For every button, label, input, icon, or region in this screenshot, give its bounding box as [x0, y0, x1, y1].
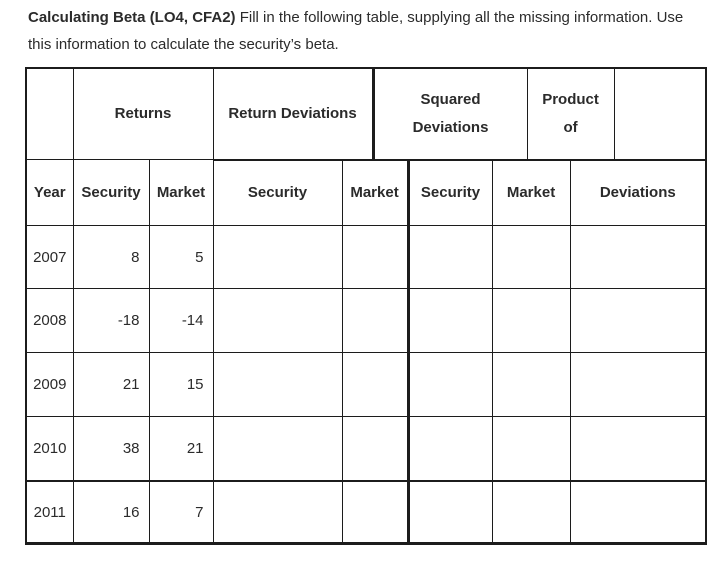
- cell-security-return-deviation: [212, 352, 343, 418]
- cell-market-return: 7: [148, 480, 214, 545]
- col-header-security-returns: Security: [72, 159, 150, 226]
- col-header-market-return-deviations: Market: [341, 159, 409, 226]
- cell-market-return-deviation: [341, 224, 409, 290]
- cell-security-squared-deviation: [406, 224, 493, 290]
- column-header-row: Year Security Market Security Market Sec…: [25, 159, 707, 226]
- cell-security-return-deviation: [212, 288, 343, 354]
- cell-security-return: 16: [72, 480, 150, 545]
- cell-security-squared-deviation: [406, 288, 493, 354]
- cell-security-return: -18: [72, 288, 150, 354]
- cell-year: 2011: [25, 480, 74, 545]
- cell-year: 2007: [25, 224, 74, 290]
- table-row-2009: 2009 21 15: [25, 352, 707, 418]
- cell-security-squared-deviation: [406, 352, 493, 418]
- table-row-2010: 2010 38 21: [25, 416, 707, 482]
- cell-product-of-deviations: [569, 416, 707, 482]
- cell-market-squared-deviation: [491, 288, 571, 354]
- group-header-squared-deviations: Squared Deviations: [371, 67, 528, 161]
- cell-product-of-deviations: [569, 352, 707, 418]
- cell-market-return-deviation: [341, 480, 409, 545]
- cell-security-squared-deviation: [406, 480, 493, 545]
- cell-market-return: 15: [148, 352, 214, 418]
- cell-security-return-deviation: [212, 416, 343, 482]
- col-header-deviations: Deviations: [569, 159, 707, 226]
- table-row-2011: 2011 16 7: [25, 480, 707, 545]
- cell-security-return-deviation: [212, 480, 343, 545]
- cell-market-squared-deviation: [491, 480, 571, 545]
- cell-market-return-deviation: [341, 416, 409, 482]
- cell-product-of-deviations: [569, 480, 707, 545]
- col-header-security-return-deviations: Security: [212, 159, 343, 226]
- cell-market-return: 5: [148, 224, 214, 290]
- group-header-row: Returns Return Deviations Squared Deviat…: [25, 67, 707, 161]
- cell-market-return: 21: [148, 416, 214, 482]
- problem-statement: Calculating Beta (LO4, CFA2) Fill in the…: [28, 4, 708, 58]
- cell-year: 2008: [25, 288, 74, 354]
- col-header-security-squared-deviations: Security: [406, 159, 493, 226]
- cell-product-of-deviations: [569, 288, 707, 354]
- problem-text-line1: Fill in the following table, supplying a…: [235, 9, 684, 26]
- col-header-market-squared-deviations: Market: [491, 159, 571, 226]
- cell-security-return: 8: [72, 224, 150, 290]
- group-header-returns: Returns: [72, 67, 214, 161]
- cell-security-return-deviation: [212, 224, 343, 290]
- problem-text-line2: this information to calculate the securi…: [28, 36, 339, 53]
- cell-year: 2010: [25, 416, 74, 482]
- cell-security-return: 38: [72, 416, 150, 482]
- cell-product-of-deviations: [569, 224, 707, 290]
- group-header-product-of: Product of: [526, 67, 615, 161]
- cell-market-return: -14: [148, 288, 214, 354]
- cell-market-return-deviation: [341, 288, 409, 354]
- beta-table: Returns Return Deviations Squared Deviat…: [25, 67, 708, 545]
- group-header-return-deviations: Return Deviations: [212, 67, 374, 161]
- group-header-blank-cell: [613, 67, 707, 161]
- cell-market-return-deviation: [341, 352, 409, 418]
- corner-blank-cell: [25, 67, 74, 161]
- cell-market-squared-deviation: [491, 352, 571, 418]
- cell-market-squared-deviation: [491, 416, 571, 482]
- cell-security-squared-deviation: [406, 416, 493, 482]
- cell-security-return: 21: [72, 352, 150, 418]
- table-row-2008: 2008 -18 -14: [25, 288, 707, 354]
- col-header-market-returns: Market: [148, 159, 214, 226]
- problem-label: Calculating Beta (LO4, CFA2): [28, 9, 236, 26]
- cell-year: 2009: [25, 352, 74, 418]
- cell-market-squared-deviation: [491, 224, 571, 290]
- col-header-year: Year: [25, 159, 74, 226]
- table-row-2007: 2007 8 5: [25, 224, 707, 290]
